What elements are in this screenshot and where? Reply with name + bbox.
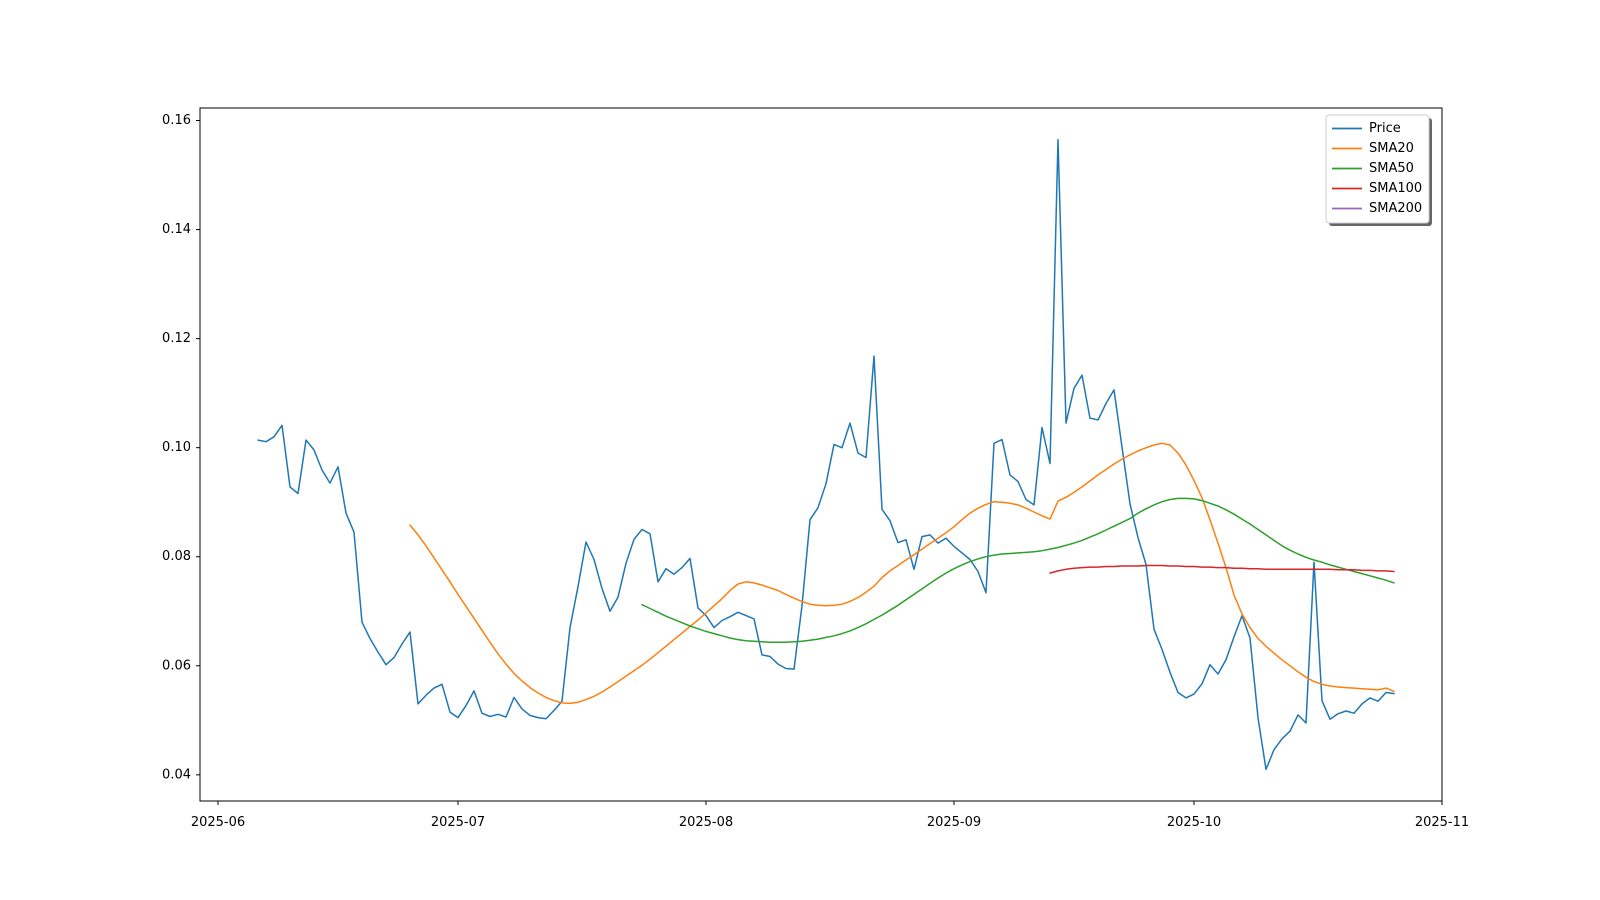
legend-label-price: Price [1369, 121, 1401, 136]
y-tick-label: 0.06 [162, 658, 191, 673]
y-tick-label: 0.14 [162, 222, 191, 237]
sma50-line [641, 497, 1395, 644]
sma100-line [1049, 564, 1395, 574]
legend-label-sma50: SMA50 [1369, 161, 1414, 176]
legend-box [1325, 114, 1430, 224]
legend-label-sma20: SMA20 [1369, 141, 1414, 156]
axes-frame [199, 107, 1443, 802]
plot-area [200, 108, 1442, 801]
x-tick-label: 2025-07 [431, 815, 485, 830]
price-line [257, 138, 1395, 771]
legend-label-sma200: SMA200 [1369, 201, 1422, 216]
legend-label-sma100: SMA100 [1369, 181, 1422, 196]
x-tick-label: 2025-06 [191, 815, 245, 830]
x-tick-label: 2025-10 [1167, 815, 1221, 830]
y-tick-label: 0.10 [162, 440, 191, 455]
y-tick-label: 0.08 [162, 549, 191, 564]
x-tick-label: 2025-08 [679, 815, 733, 830]
x-tick-label: 2025-11 [1415, 815, 1469, 830]
y-tick-label: 0.04 [162, 767, 191, 782]
y-tick-label: 0.16 [162, 113, 191, 128]
sma20-line [409, 442, 1395, 705]
y-tick-label: 0.12 [162, 331, 191, 346]
x-tick-label: 2025-09 [927, 815, 981, 830]
